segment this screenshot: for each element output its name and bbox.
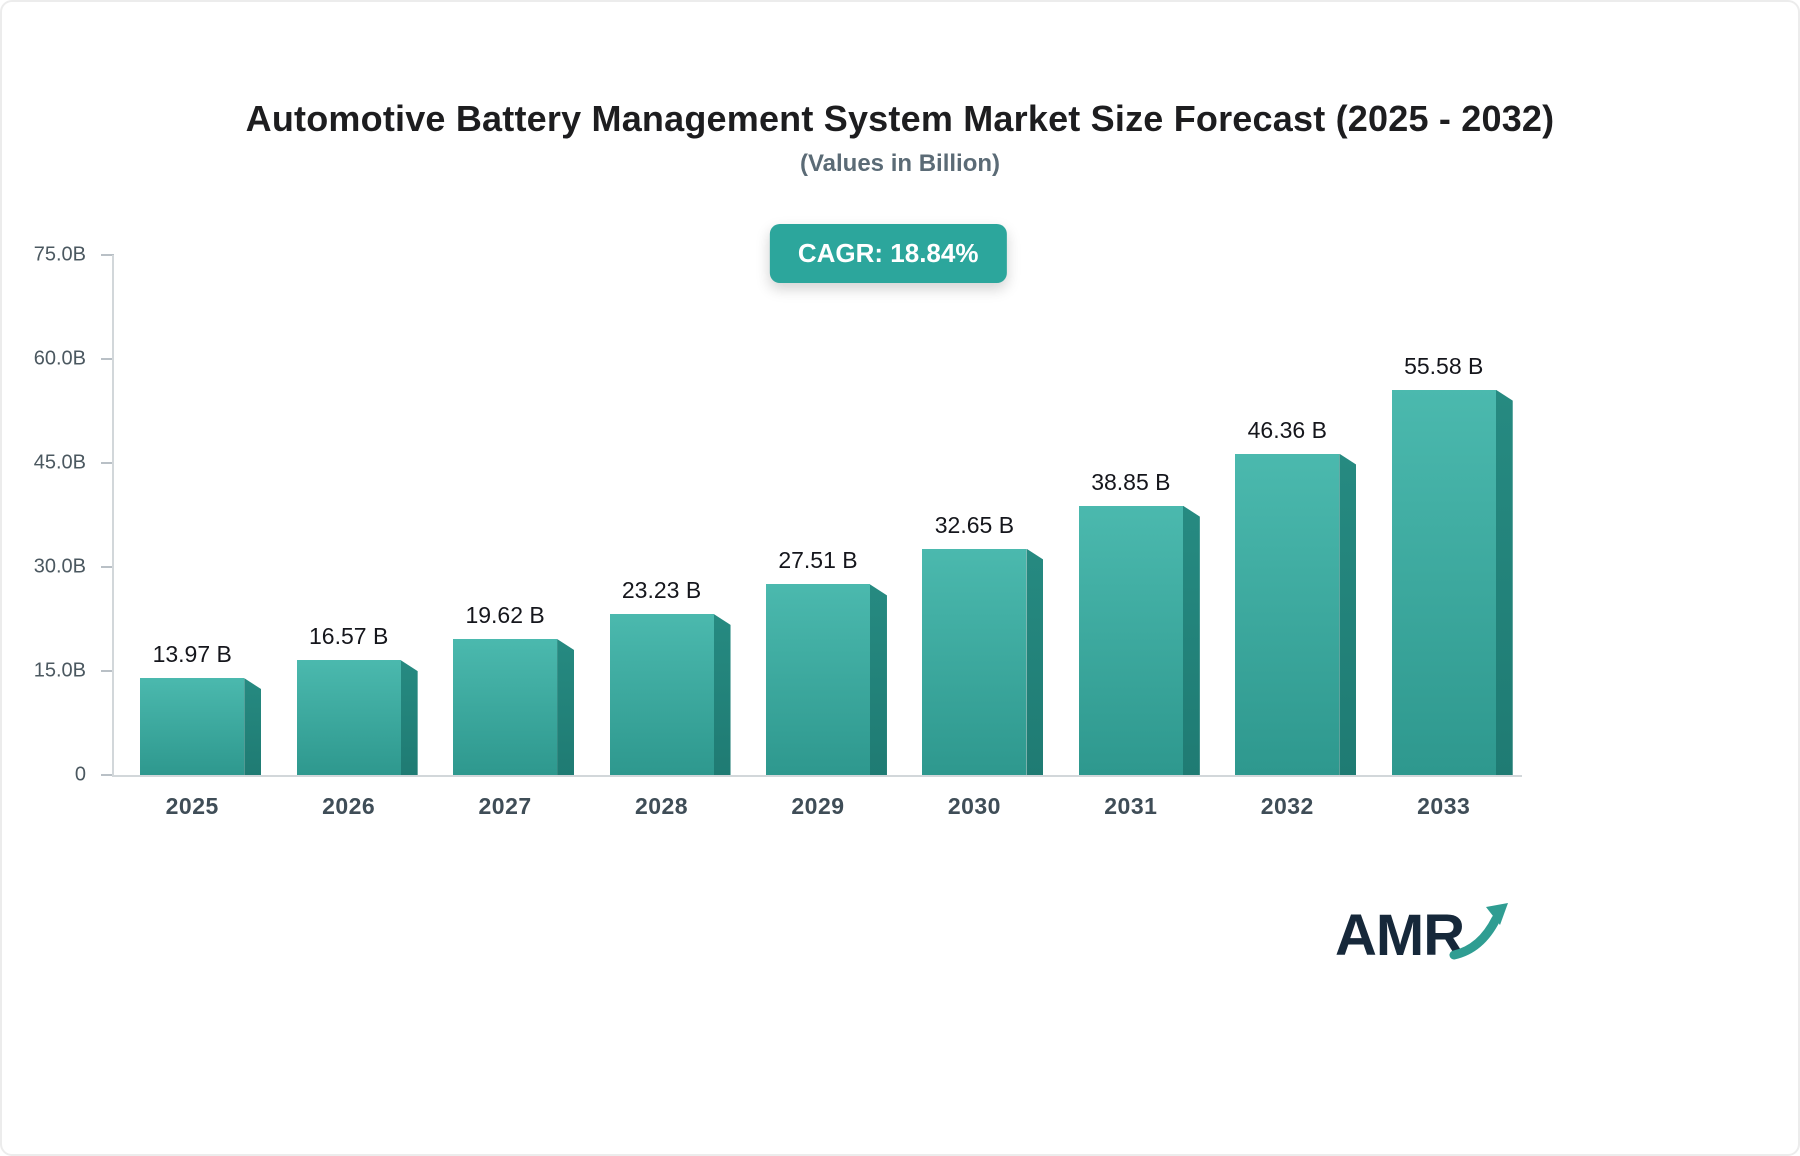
- cagr-badge: CAGR: 18.84%: [769, 224, 1007, 283]
- x-axis-label: 2033: [1417, 793, 1471, 819]
- bar-side-face: [400, 660, 418, 775]
- bar-value-label: 23.23 B: [621, 576, 702, 603]
- bar-value-label: 19.62 B: [465, 602, 545, 628]
- bar-front-face: [765, 584, 870, 775]
- bar-chart: 0 15.0B 30.0B 45.0B 60.0B 75.0B 13.97 B 2025 16…: [22, 244, 1522, 845]
- bar-area: 38.85 B: [1053, 255, 1209, 775]
- x-axis-label: 2029: [791, 793, 845, 819]
- y-axis-tick-mark: [101, 358, 114, 360]
- bar-column: 13.97 B 2025: [114, 255, 270, 845]
- bar: [140, 678, 262, 775]
- bar-column: 38.85 B 2031: [1053, 255, 1209, 845]
- x-axis-label: 2031: [1104, 793, 1158, 819]
- bar-side-face: [1026, 548, 1044, 775]
- bar-column: 16.57 B 2026: [270, 255, 426, 845]
- y-axis-tick-label: 60.0B: [33, 347, 86, 370]
- bar-area: 23.23 B: [583, 255, 739, 775]
- bar-front-face: [922, 548, 1027, 775]
- bar-front-face: [1391, 389, 1496, 775]
- x-axis-label: 2026: [322, 793, 376, 819]
- bar: [609, 613, 731, 775]
- x-axis-line: [112, 775, 1522, 777]
- amr-logo-arrow-icon: [1449, 902, 1509, 959]
- bar-side-face: [244, 678, 262, 775]
- bar-area: 27.51 B: [740, 255, 896, 775]
- bar-area: 46.36 B: [1209, 255, 1365, 775]
- bar-value-label: 13.97 B: [152, 641, 232, 668]
- bar-value-label: 46.36 B: [1247, 416, 1327, 443]
- bar: [1235, 453, 1357, 775]
- amr-logo-text: AMR: [1335, 903, 1465, 968]
- bar: [1391, 389, 1513, 775]
- chart-title: Automotive Battery Management System Mar…: [245, 98, 1555, 139]
- bar-area: 55.58 B: [1366, 255, 1522, 775]
- bar-column: 55.58 B 2033: [1366, 255, 1522, 845]
- bar-column: 32.65 B 2030: [896, 255, 1052, 845]
- y-axis-tick-label: 45.0B: [33, 451, 86, 474]
- bar-side-face: [1182, 505, 1200, 775]
- plot-columns: 13.97 B 2025 16.57 B 2026 19.62 B 2027 23.23 B…: [114, 255, 1522, 845]
- y-axis: 0 15.0B 30.0B 45.0B 60.0B 75.0B: [22, 244, 114, 786]
- bar-front-face: [1078, 505, 1183, 775]
- y-axis-tick-mark: [101, 774, 114, 776]
- bar-side-face: [869, 584, 887, 775]
- bar-front-face: [140, 678, 245, 775]
- bar-side-face: [1495, 389, 1513, 775]
- chart-subtitle: (Values in Billion): [799, 150, 1001, 177]
- bar-value-label: 38.85 B: [1091, 468, 1171, 495]
- y-axis-tick-label: 15.0B: [33, 659, 86, 682]
- y-axis-line: [112, 255, 114, 777]
- bar-column: 23.23 B 2028: [583, 255, 739, 845]
- y-axis-tick-mark: [101, 462, 114, 464]
- bar-value-label: 27.51 B: [778, 547, 858, 574]
- y-axis-tick-mark: [101, 254, 114, 256]
- bar-area: 16.57 B: [270, 255, 426, 775]
- x-axis-label: 2030: [947, 793, 1001, 819]
- bar: [453, 639, 575, 775]
- bar-side-face: [1339, 453, 1357, 775]
- bar-column: 19.62 B 2027: [427, 255, 583, 845]
- y-axis-tick-mark: [101, 670, 114, 672]
- bar-area: 13.97 B: [114, 255, 270, 775]
- y-axis-tick-label: 30.0B: [33, 555, 86, 578]
- bar: [1078, 505, 1200, 775]
- bar-column: 46.36 B 2032: [1209, 255, 1365, 845]
- bar-value-label: 32.65 B: [934, 511, 1015, 538]
- y-axis-tick-label: 75.0B: [33, 243, 86, 266]
- x-axis-label: 2028: [634, 793, 689, 819]
- y-axis-tick-mark: [101, 566, 114, 568]
- bar-front-face: [296, 660, 401, 775]
- bar: [296, 660, 418, 775]
- x-axis-label: 2027: [478, 793, 532, 819]
- bar-side-face: [557, 639, 575, 775]
- bar-front-face: [609, 613, 714, 775]
- x-axis-label: 2025: [165, 793, 219, 819]
- amr-logo: AMR: [1335, 902, 1510, 969]
- bar-column: 27.51 B 2029: [740, 255, 896, 845]
- bar-value-label: 16.57 B: [309, 623, 389, 650]
- bar: [765, 584, 887, 775]
- bar-area: 19.62 B: [427, 255, 583, 775]
- bar-front-face: [453, 639, 558, 775]
- x-axis-label: 2032: [1260, 793, 1314, 819]
- bar: [922, 548, 1044, 775]
- bar-area: 32.65 B: [896, 255, 1052, 775]
- bar-front-face: [1235, 453, 1340, 775]
- y-axis-tick-label: 0: [74, 763, 86, 786]
- bar-side-face: [713, 613, 731, 775]
- bar-value-label: 55.58 B: [1404, 352, 1484, 379]
- plot-area: 13.97 B 2025 16.57 B 2026 19.62 B 2027 23.23 B…: [112, 255, 1522, 845]
